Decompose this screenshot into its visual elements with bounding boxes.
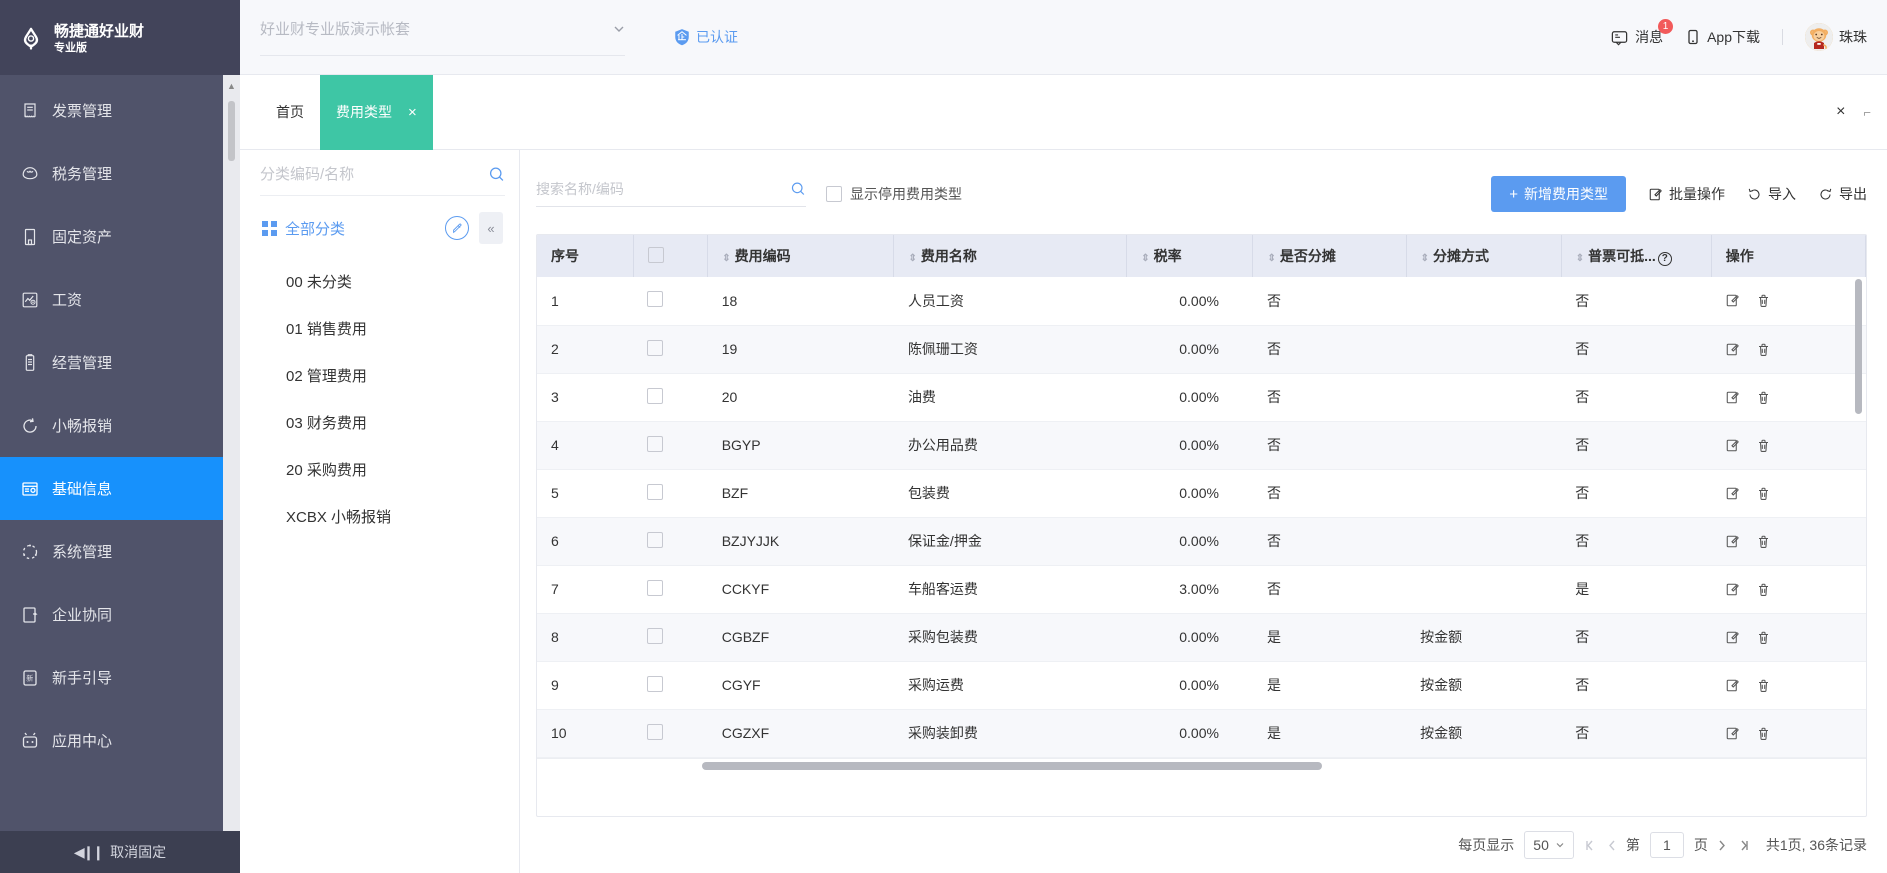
svg-text:新: 新 <box>26 673 33 682</box>
